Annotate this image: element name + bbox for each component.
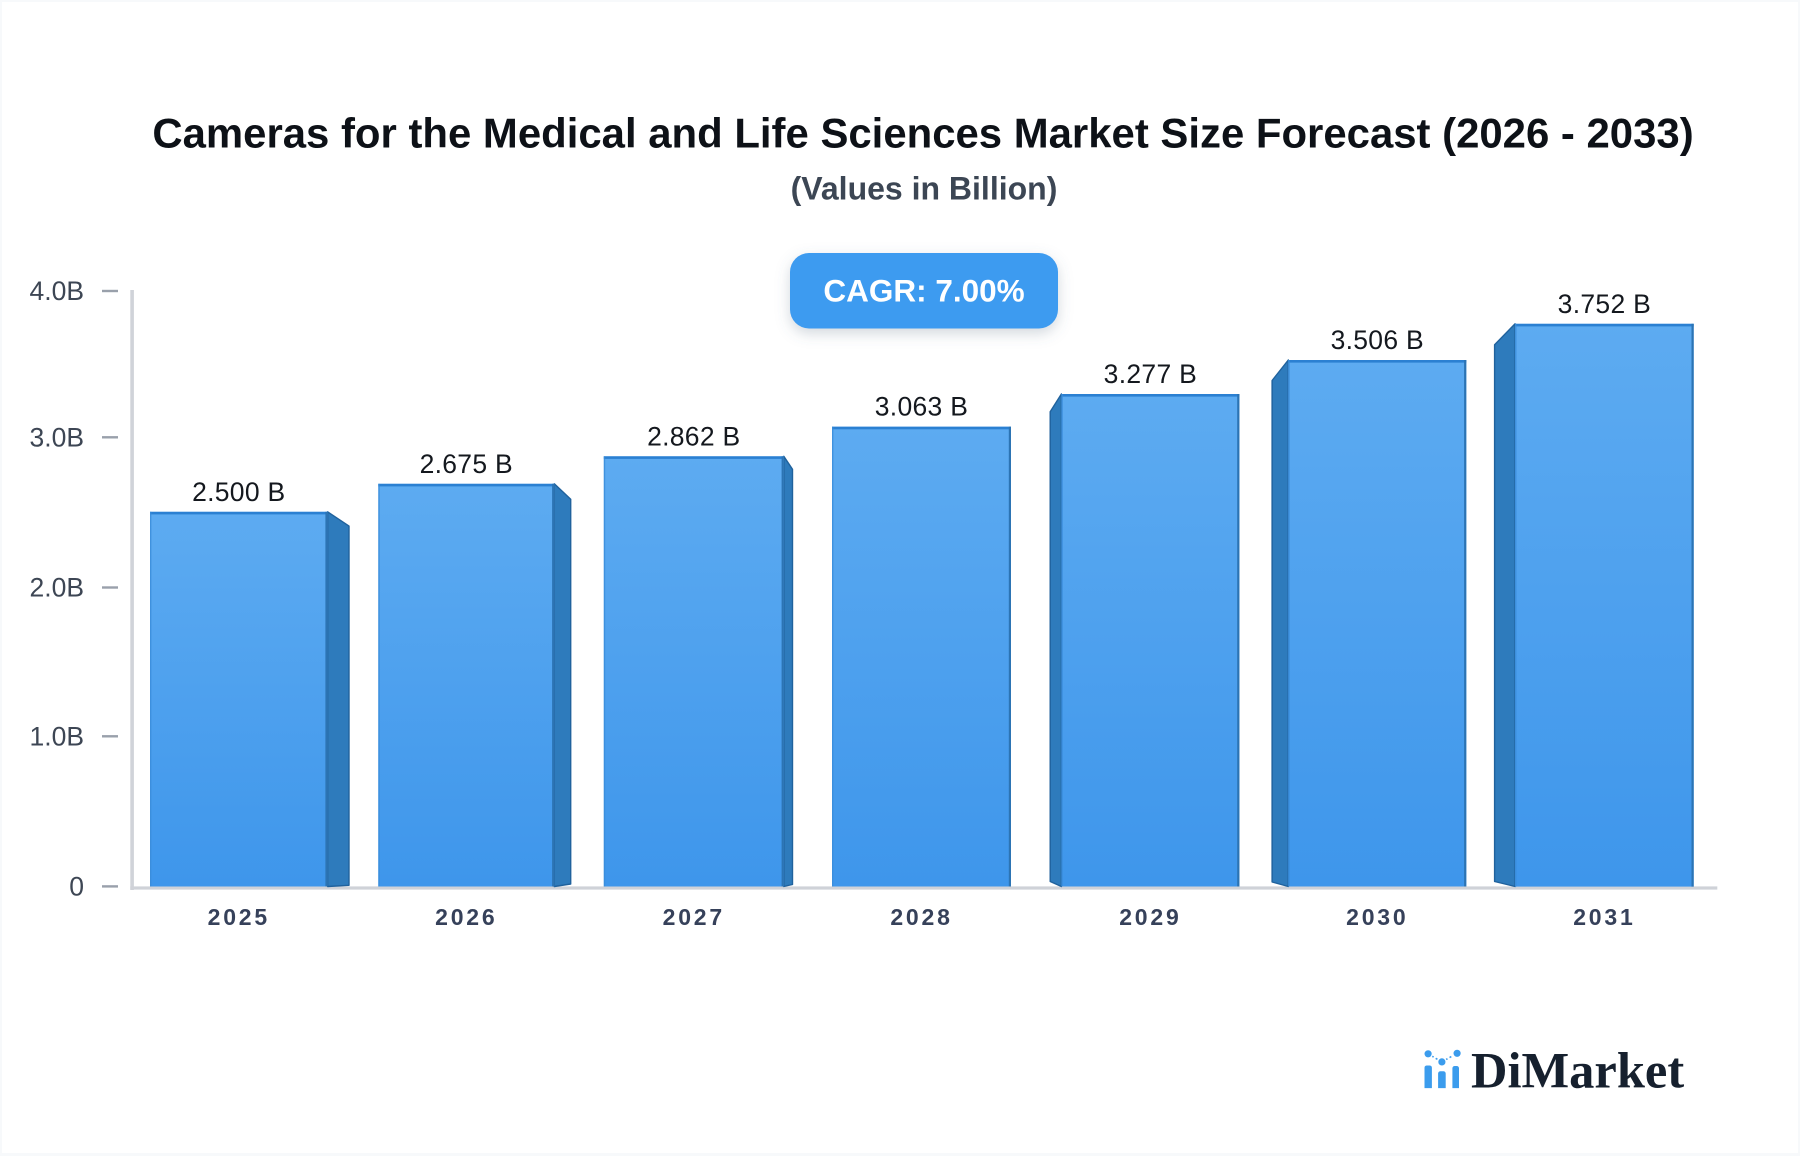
svg-text:2027: 2027 bbox=[663, 904, 725, 930]
svg-text:3.063 B: 3.063 B bbox=[875, 392, 968, 422]
svg-text:CAGR: 7.00%: CAGR: 7.00% bbox=[823, 273, 1024, 309]
svg-text:DiMarket: DiMarket bbox=[1471, 1043, 1684, 1099]
svg-text:4.0B: 4.0B bbox=[29, 276, 84, 306]
svg-text:Cameras for the Medical and Li: Cameras for the Medical and Life Science… bbox=[152, 110, 1693, 157]
svg-text:2.675 B: 2.675 B bbox=[420, 449, 513, 479]
svg-text:2026: 2026 bbox=[435, 904, 497, 930]
svg-text:3.506 B: 3.506 B bbox=[1331, 325, 1424, 355]
svg-text:3.0B: 3.0B bbox=[29, 423, 84, 453]
svg-text:(Values in Billion): (Values in Billion) bbox=[791, 171, 1058, 207]
svg-text:2.862 B: 2.862 B bbox=[647, 421, 740, 451]
svg-text:3.752 B: 3.752 B bbox=[1558, 289, 1651, 319]
svg-text:2030: 2030 bbox=[1346, 904, 1408, 930]
svg-text:3.277 B: 3.277 B bbox=[1104, 359, 1197, 389]
svg-text:2031: 2031 bbox=[1573, 904, 1635, 930]
svg-text:1.0B: 1.0B bbox=[29, 722, 84, 752]
svg-text:2.0B: 2.0B bbox=[29, 573, 84, 603]
svg-text:2.500 B: 2.500 B bbox=[192, 477, 285, 507]
svg-text:2028: 2028 bbox=[890, 904, 952, 930]
svg-text:0: 0 bbox=[69, 872, 84, 902]
svg-text:2025: 2025 bbox=[208, 904, 270, 930]
svg-text:2029: 2029 bbox=[1119, 904, 1181, 930]
